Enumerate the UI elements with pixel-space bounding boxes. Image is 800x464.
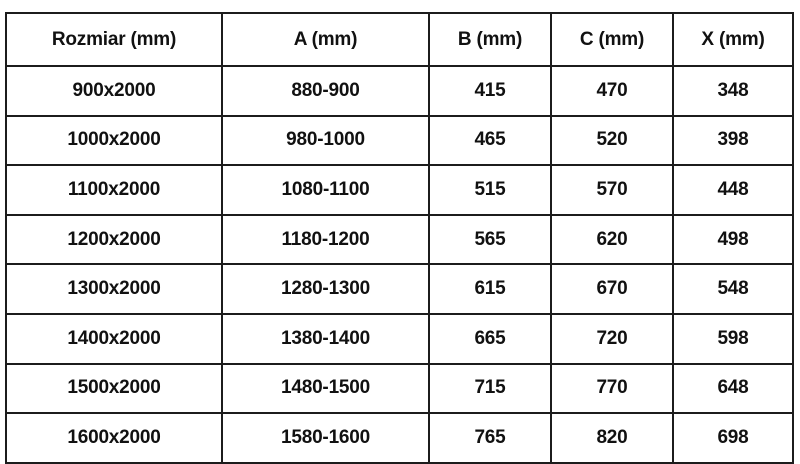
cell-b: 615 (428, 263, 552, 315)
cell-size: 1600x2000 (5, 412, 223, 464)
cell-size: 1500x2000 (5, 362, 223, 415)
cell-b: 715 (428, 362, 552, 415)
cell-c: 820 (550, 412, 674, 464)
cell-a: 1480-1500 (221, 362, 430, 415)
cell-b: 415 (428, 65, 552, 117)
cell-x: 448 (672, 164, 794, 216)
cell-c: 570 (550, 164, 674, 216)
cell-x: 548 (672, 263, 794, 315)
table-row: 1400x2000 1380-1400 665 720 598 (5, 312, 794, 365)
cell-a: 1180-1200 (221, 213, 430, 266)
table-header-row: Rozmiar (mm) A (mm) B (mm) C (mm) X (mm) (5, 12, 794, 67)
table-row: 1600x2000 1580-1600 765 820 698 (5, 412, 794, 464)
cell-x: 498 (672, 213, 794, 266)
cell-c: 620 (550, 213, 674, 266)
cell-b: 665 (428, 312, 552, 365)
cell-c: 770 (550, 362, 674, 415)
table-row: 1100x2000 1080-1100 515 570 448 (5, 164, 794, 216)
size-spec-table: Rozmiar (mm) A (mm) B (mm) C (mm) X (mm)… (5, 12, 794, 464)
cell-c: 470 (550, 65, 674, 117)
cell-size: 900x2000 (5, 65, 223, 117)
cell-b: 565 (428, 213, 552, 266)
cell-a: 1580-1600 (221, 412, 430, 464)
cell-size: 1200x2000 (5, 213, 223, 266)
column-header-a: A (mm) (221, 12, 430, 67)
cell-a: 880-900 (221, 65, 430, 117)
cell-size: 1300x2000 (5, 263, 223, 315)
cell-c: 720 (550, 312, 674, 365)
cell-a: 1380-1400 (221, 312, 430, 365)
cell-x: 398 (672, 114, 794, 167)
column-header-size: Rozmiar (mm) (5, 12, 223, 67)
cell-x: 648 (672, 362, 794, 415)
cell-a: 980-1000 (221, 114, 430, 167)
cell-x: 698 (672, 412, 794, 464)
cell-b: 515 (428, 164, 552, 216)
cell-a: 1080-1100 (221, 164, 430, 216)
cell-c: 520 (550, 114, 674, 167)
table-row: 1000x2000 980-1000 465 520 398 (5, 114, 794, 167)
table-row: 1200x2000 1180-1200 565 620 498 (5, 213, 794, 266)
cell-b: 765 (428, 412, 552, 464)
cell-c: 670 (550, 263, 674, 315)
cell-x: 598 (672, 312, 794, 365)
table-header: Rozmiar (mm) A (mm) B (mm) C (mm) X (mm) (5, 12, 794, 67)
table-row: 1500x2000 1480-1500 715 770 648 (5, 362, 794, 415)
column-header-x: X (mm) (672, 12, 794, 67)
table-row: 1300x2000 1280-1300 615 670 548 (5, 263, 794, 315)
cell-size: 1100x2000 (5, 164, 223, 216)
table-body: 900x2000 880-900 415 470 348 1000x2000 9… (5, 65, 794, 464)
cell-size: 1000x2000 (5, 114, 223, 167)
table-row: 900x2000 880-900 415 470 348 (5, 65, 794, 117)
cell-size: 1400x2000 (5, 312, 223, 365)
column-header-c: C (mm) (550, 12, 674, 67)
cell-b: 465 (428, 114, 552, 167)
cell-x: 348 (672, 65, 794, 117)
column-header-b: B (mm) (428, 12, 552, 67)
cell-a: 1280-1300 (221, 263, 430, 315)
